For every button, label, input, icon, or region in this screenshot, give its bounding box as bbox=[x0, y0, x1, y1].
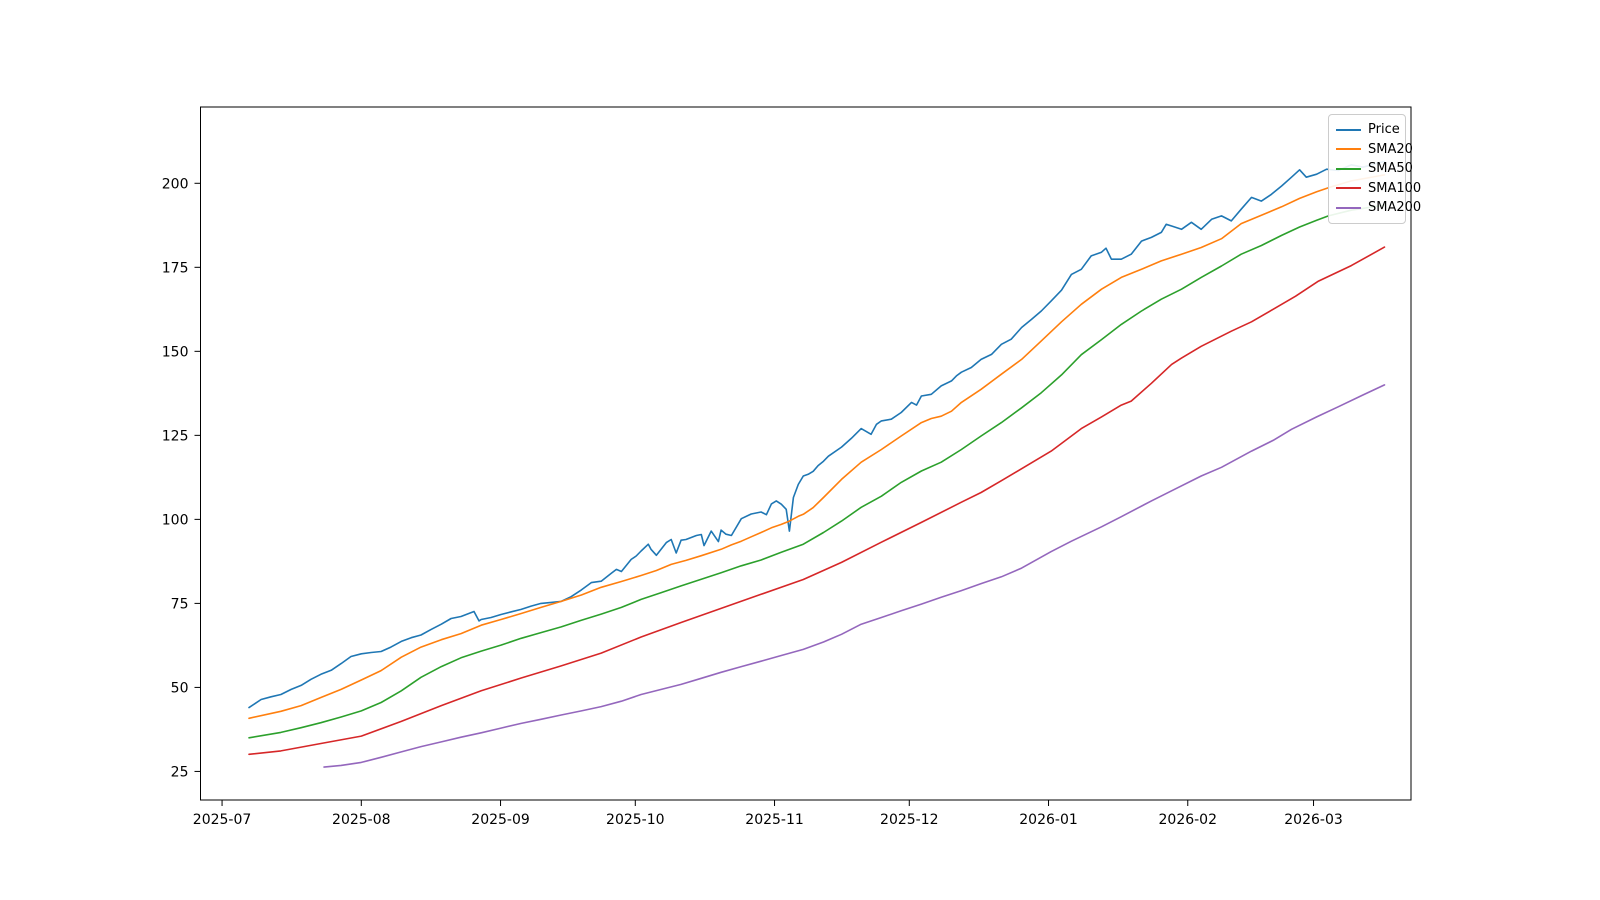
x-tick-label: 2026-01 bbox=[1019, 812, 1078, 828]
sma200-line bbox=[323, 384, 1386, 768]
legend-line-icon bbox=[1336, 167, 1361, 170]
x-tick-label: 2025-08 bbox=[332, 812, 391, 828]
legend-line-icon bbox=[1336, 128, 1361, 131]
legend-entry-sma200: SMA200 bbox=[1336, 198, 1421, 218]
sma20-line bbox=[248, 174, 1386, 720]
data-lines bbox=[248, 160, 1386, 768]
x-tick-label: 2025-07 bbox=[193, 812, 252, 828]
legend-entry-sma20: SMA20 bbox=[1336, 140, 1413, 160]
sma50-line bbox=[248, 204, 1386, 739]
legend-entry-sma50: SMA50 bbox=[1336, 159, 1413, 179]
legend-entry-sma100: SMA100 bbox=[1336, 179, 1421, 199]
y-tick-label: 150 bbox=[162, 344, 189, 360]
x-tick-label: 2026-02 bbox=[1159, 812, 1218, 828]
y-tick-label: 100 bbox=[162, 512, 189, 528]
axis-ticks: 2025-07 2025-08 2025-09 2025-10 2025-11 2025-… bbox=[162, 176, 1343, 828]
legend-label: SMA200 bbox=[1368, 200, 1422, 216]
price-line bbox=[248, 160, 1386, 709]
y-tick-label: 50 bbox=[171, 680, 189, 696]
y-tick-label: 125 bbox=[162, 428, 189, 444]
x-tick-label: 2025-11 bbox=[745, 812, 804, 828]
x-tick-label: 2026-03 bbox=[1284, 812, 1343, 828]
legend-line-icon bbox=[1336, 206, 1361, 209]
legend-label: SMA100 bbox=[1368, 180, 1422, 196]
legend-label: SMA50 bbox=[1368, 161, 1413, 177]
x-tick-label: 2025-12 bbox=[880, 812, 939, 828]
axes-spines bbox=[200, 106, 1412, 801]
legend: Price SMA20 SMA50 SMA100 SMA200 bbox=[1328, 114, 1421, 224]
legend-label: Price bbox=[1368, 122, 1400, 138]
y-tick-label: 175 bbox=[162, 260, 189, 276]
y-tick-label: 200 bbox=[162, 176, 189, 192]
plot-area bbox=[200, 106, 1412, 801]
y-tick-label: 75 bbox=[171, 596, 189, 612]
legend-entry-price: Price bbox=[1336, 120, 1400, 140]
legend-line-icon bbox=[1336, 187, 1361, 190]
x-tick-label: 2025-10 bbox=[606, 812, 665, 828]
x-tick-label: 2025-09 bbox=[471, 812, 530, 828]
legend-line-icon bbox=[1336, 148, 1361, 151]
sma100-line bbox=[248, 246, 1386, 756]
y-tick-label: 25 bbox=[171, 764, 189, 780]
legend-label: SMA20 bbox=[1368, 141, 1413, 157]
